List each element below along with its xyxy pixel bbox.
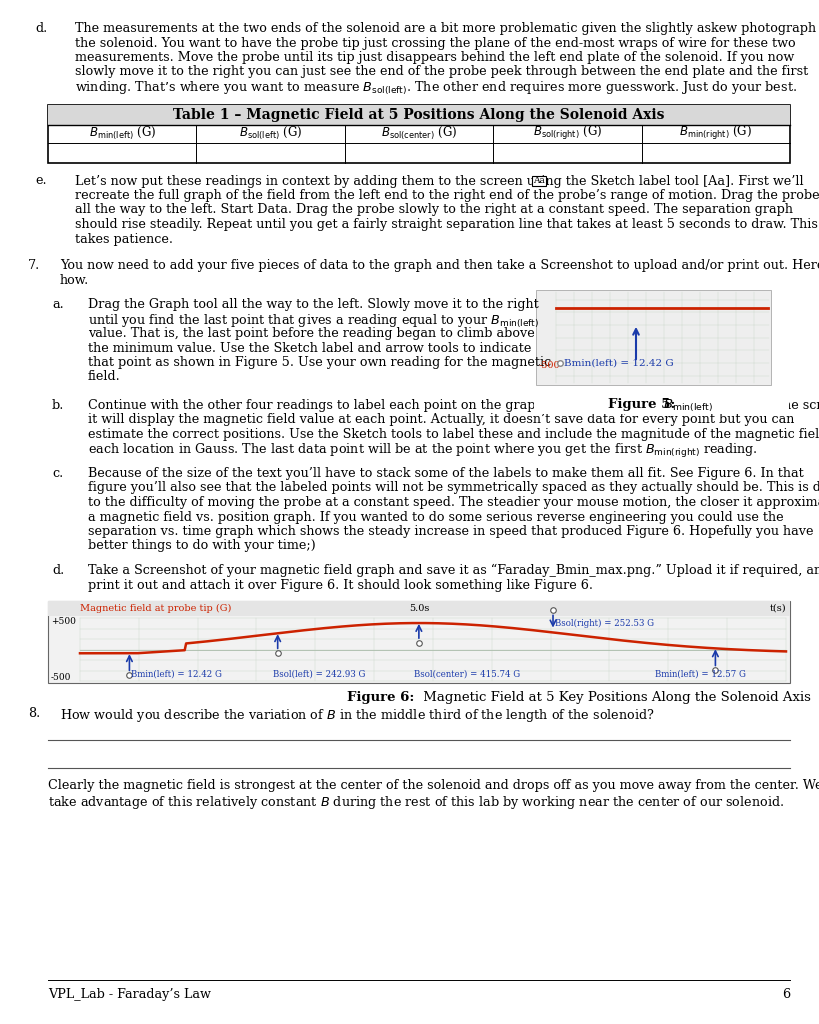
Text: $B_{\mathrm{sol(right)}}$ (G): $B_{\mathrm{sol(right)}}$ (G) bbox=[532, 125, 601, 142]
Bar bbox=[48, 601, 789, 683]
Text: Bsol(center) = 415.74 G: Bsol(center) = 415.74 G bbox=[414, 670, 519, 679]
Text: $B_{\mathrm{min(left)}}$ (G): $B_{\mathrm{min(left)}}$ (G) bbox=[88, 125, 156, 142]
Text: Bmin(left) = 12.42 G: Bmin(left) = 12.42 G bbox=[563, 358, 673, 368]
Text: better things to do with your time;): better things to do with your time;) bbox=[88, 540, 315, 553]
Text: 6: 6 bbox=[781, 988, 789, 1001]
Text: Figure 5:: Figure 5: bbox=[653, 398, 725, 411]
Bar bbox=[536, 290, 770, 385]
Text: b.: b. bbox=[52, 399, 65, 412]
Text: VPL_Lab - Faraday’s Law: VPL_Lab - Faraday’s Law bbox=[48, 988, 210, 1001]
Text: should rise steadily. Repeat until you get a fairly straight separation line tha: should rise steadily. Repeat until you g… bbox=[75, 218, 817, 231]
Text: Table 1 – Magnetic Field at 5 Positions Along the Solenoid Axis: Table 1 – Magnetic Field at 5 Positions … bbox=[173, 108, 664, 122]
Bar bbox=[533, 398, 772, 414]
Text: estimate the correct positions. Use the Sketch tools to label these and include : estimate the correct positions. Use the … bbox=[88, 428, 819, 441]
Text: winding. That’s where you want to measure $B_\mathrm{sol(left)}$. The other end : winding. That’s where you want to measur… bbox=[75, 80, 796, 97]
Text: until you find the last point that gives a reading equal to your $B_\mathrm{min(: until you find the last point that gives… bbox=[88, 312, 539, 330]
Bar bbox=[554, 398, 788, 414]
Text: +500: +500 bbox=[51, 617, 76, 627]
Text: Figure 6:: Figure 6: bbox=[346, 691, 419, 705]
Text: figure you’ll also see that the labeled points will not be symmetrically spaced : figure you’ll also see that the labeled … bbox=[88, 481, 819, 495]
Text: Let’s now put these readings in context by adding them to the screen using the S: Let’s now put these readings in context … bbox=[75, 174, 803, 187]
Text: the solenoid. You want to have the probe tip just crossing the plane of the end-: the solenoid. You want to have the probe… bbox=[75, 37, 794, 49]
Text: value. That is, the last point before the reading began to climb above: value. That is, the last point before th… bbox=[88, 327, 534, 340]
Text: Magnetic field at probe tip (G): Magnetic field at probe tip (G) bbox=[80, 604, 231, 613]
Text: Bsol(left) = 242.93 G: Bsol(left) = 242.93 G bbox=[273, 670, 364, 679]
Text: $B_\mathrm{min(left)}$: $B_\mathrm{min(left)}$ bbox=[663, 398, 713, 415]
Bar bbox=[48, 104, 789, 163]
Text: to the difficulty of moving the probe at a constant speed. The steadier your mou: to the difficulty of moving the probe at… bbox=[88, 496, 819, 509]
Text: it will display the magnetic field value at each point. Actually, it doesn’t sav: it will display the magnetic field value… bbox=[88, 414, 794, 427]
Text: a magnetic field vs. position graph. If you wanted to do some serious reverse en: a magnetic field vs. position graph. If … bbox=[88, 511, 783, 523]
Text: The measurements at the two ends of the solenoid are a bit more problematic give: The measurements at the two ends of the … bbox=[75, 22, 819, 35]
Text: -500: -500 bbox=[51, 673, 71, 682]
Text: slowly move it to the right you can just see the end of the probe peek through b: slowly move it to the right you can just… bbox=[75, 66, 808, 79]
Text: $B_\mathrm{min(left)}$: $B_\mathrm{min(left)}$ bbox=[708, 398, 758, 415]
Text: measurements. Move the probe until its tip just disappears behind the left end p: measurements. Move the probe until its t… bbox=[75, 51, 794, 63]
Text: takes patience.: takes patience. bbox=[75, 232, 173, 246]
Bar bbox=[48, 601, 789, 616]
Text: d.: d. bbox=[52, 564, 64, 577]
Text: Magnetic Field at 5 Key Positions Along the Solenoid Axis: Magnetic Field at 5 Key Positions Along … bbox=[419, 691, 810, 705]
Text: $B_{\mathrm{sol(left)}}$ (G): $B_{\mathrm{sol(left)}}$ (G) bbox=[238, 125, 302, 142]
Text: $B_{\mathrm{min(right)}}$ (G): $B_{\mathrm{min(right)}}$ (G) bbox=[678, 125, 752, 142]
Text: the minimum value. Use the Sketch label and arrow tools to indicate: the minimum value. Use the Sketch label … bbox=[88, 341, 531, 354]
Text: all the way to the left. Start Data. Drag the probe slowly to the right at a con: all the way to the left. Start Data. Dra… bbox=[75, 204, 792, 216]
Text: -500: -500 bbox=[538, 360, 560, 370]
Text: separation vs. time graph which shows the steady increase in speed that produced: separation vs. time graph which shows th… bbox=[88, 525, 812, 538]
Text: that point as shown in Figure 5. Use your own reading for the magnetic: that point as shown in Figure 5. Use you… bbox=[88, 356, 550, 369]
Text: 7.: 7. bbox=[28, 259, 40, 272]
Text: each location in Gauss. The last data point will be at the point where you get t: each location in Gauss. The last data po… bbox=[88, 442, 757, 461]
Text: 5.0s: 5.0s bbox=[409, 604, 428, 613]
Text: Aa: Aa bbox=[532, 176, 545, 185]
Text: Take a Screenshot of your magnetic field graph and save it as “Faraday_Bmin_max.: Take a Screenshot of your magnetic field… bbox=[88, 564, 819, 578]
Text: Figure 5: $B_\mathrm{min(left)}$: Figure 5: $B_\mathrm{min(left)}$ bbox=[592, 398, 713, 415]
Text: You now need to add your five pieces of data to the graph and then take a Screen: You now need to add your five pieces of … bbox=[60, 259, 819, 272]
Text: c.: c. bbox=[52, 467, 63, 480]
Text: field.: field. bbox=[88, 371, 120, 384]
Text: How would you describe the variation of $B$ in the middle third of the length of: How would you describe the variation of … bbox=[60, 707, 654, 724]
Text: Bmin(left) = 12.57 G: Bmin(left) = 12.57 G bbox=[654, 670, 745, 679]
Text: Bmin(left) = 12.42 G: Bmin(left) = 12.42 G bbox=[131, 670, 222, 679]
Text: print it out and attach it over Figure 6. It should look something like Figure 6: print it out and attach it over Figure 6… bbox=[88, 579, 592, 592]
Text: take advantage of this relatively constant $B$ during the rest of this lab by wo: take advantage of this relatively consta… bbox=[48, 794, 783, 811]
Text: Figure 5:: Figure 5: bbox=[608, 398, 680, 411]
Text: Drag the Graph tool all the way to the left. Slowly move it to the right: Drag the Graph tool all the way to the l… bbox=[88, 298, 538, 311]
Text: Bsol(right) = 252.53 G: Bsol(right) = 252.53 G bbox=[554, 618, 654, 628]
Text: e.: e. bbox=[35, 174, 47, 187]
Text: d.: d. bbox=[35, 22, 48, 35]
Text: Figure 5: $B_\mathrm{min(left)}$: Figure 5: $B_\mathrm{min(left)}$ bbox=[555, 398, 671, 415]
Bar bbox=[48, 104, 789, 125]
Text: t(s): t(s) bbox=[768, 604, 785, 613]
Text: $B_{\mathrm{sol(center)}}$ (G): $B_{\mathrm{sol(center)}}$ (G) bbox=[380, 125, 457, 142]
Text: 8.: 8. bbox=[28, 707, 40, 720]
Text: a.: a. bbox=[52, 298, 64, 311]
Text: Figure 5: $B_\mathrm{min(left)}$: Figure 5: $B_\mathrm{min(left)}$ bbox=[595, 398, 711, 415]
Text: recreate the full graph of the field from the left end to the right end of the p: recreate the full graph of the field fro… bbox=[75, 189, 819, 202]
Text: Clearly the magnetic field is strongest at the center of the solenoid and drops : Clearly the magnetic field is strongest … bbox=[48, 779, 819, 793]
Text: Because of the size of the text you’ll have to stack some of the labels to make : Because of the size of the text you’ll h… bbox=[88, 467, 803, 480]
Text: Continue with the other four readings to label each point on the graph. As you d: Continue with the other four readings to… bbox=[88, 399, 819, 412]
Bar bbox=[532, 175, 545, 185]
Text: how.: how. bbox=[60, 273, 89, 287]
